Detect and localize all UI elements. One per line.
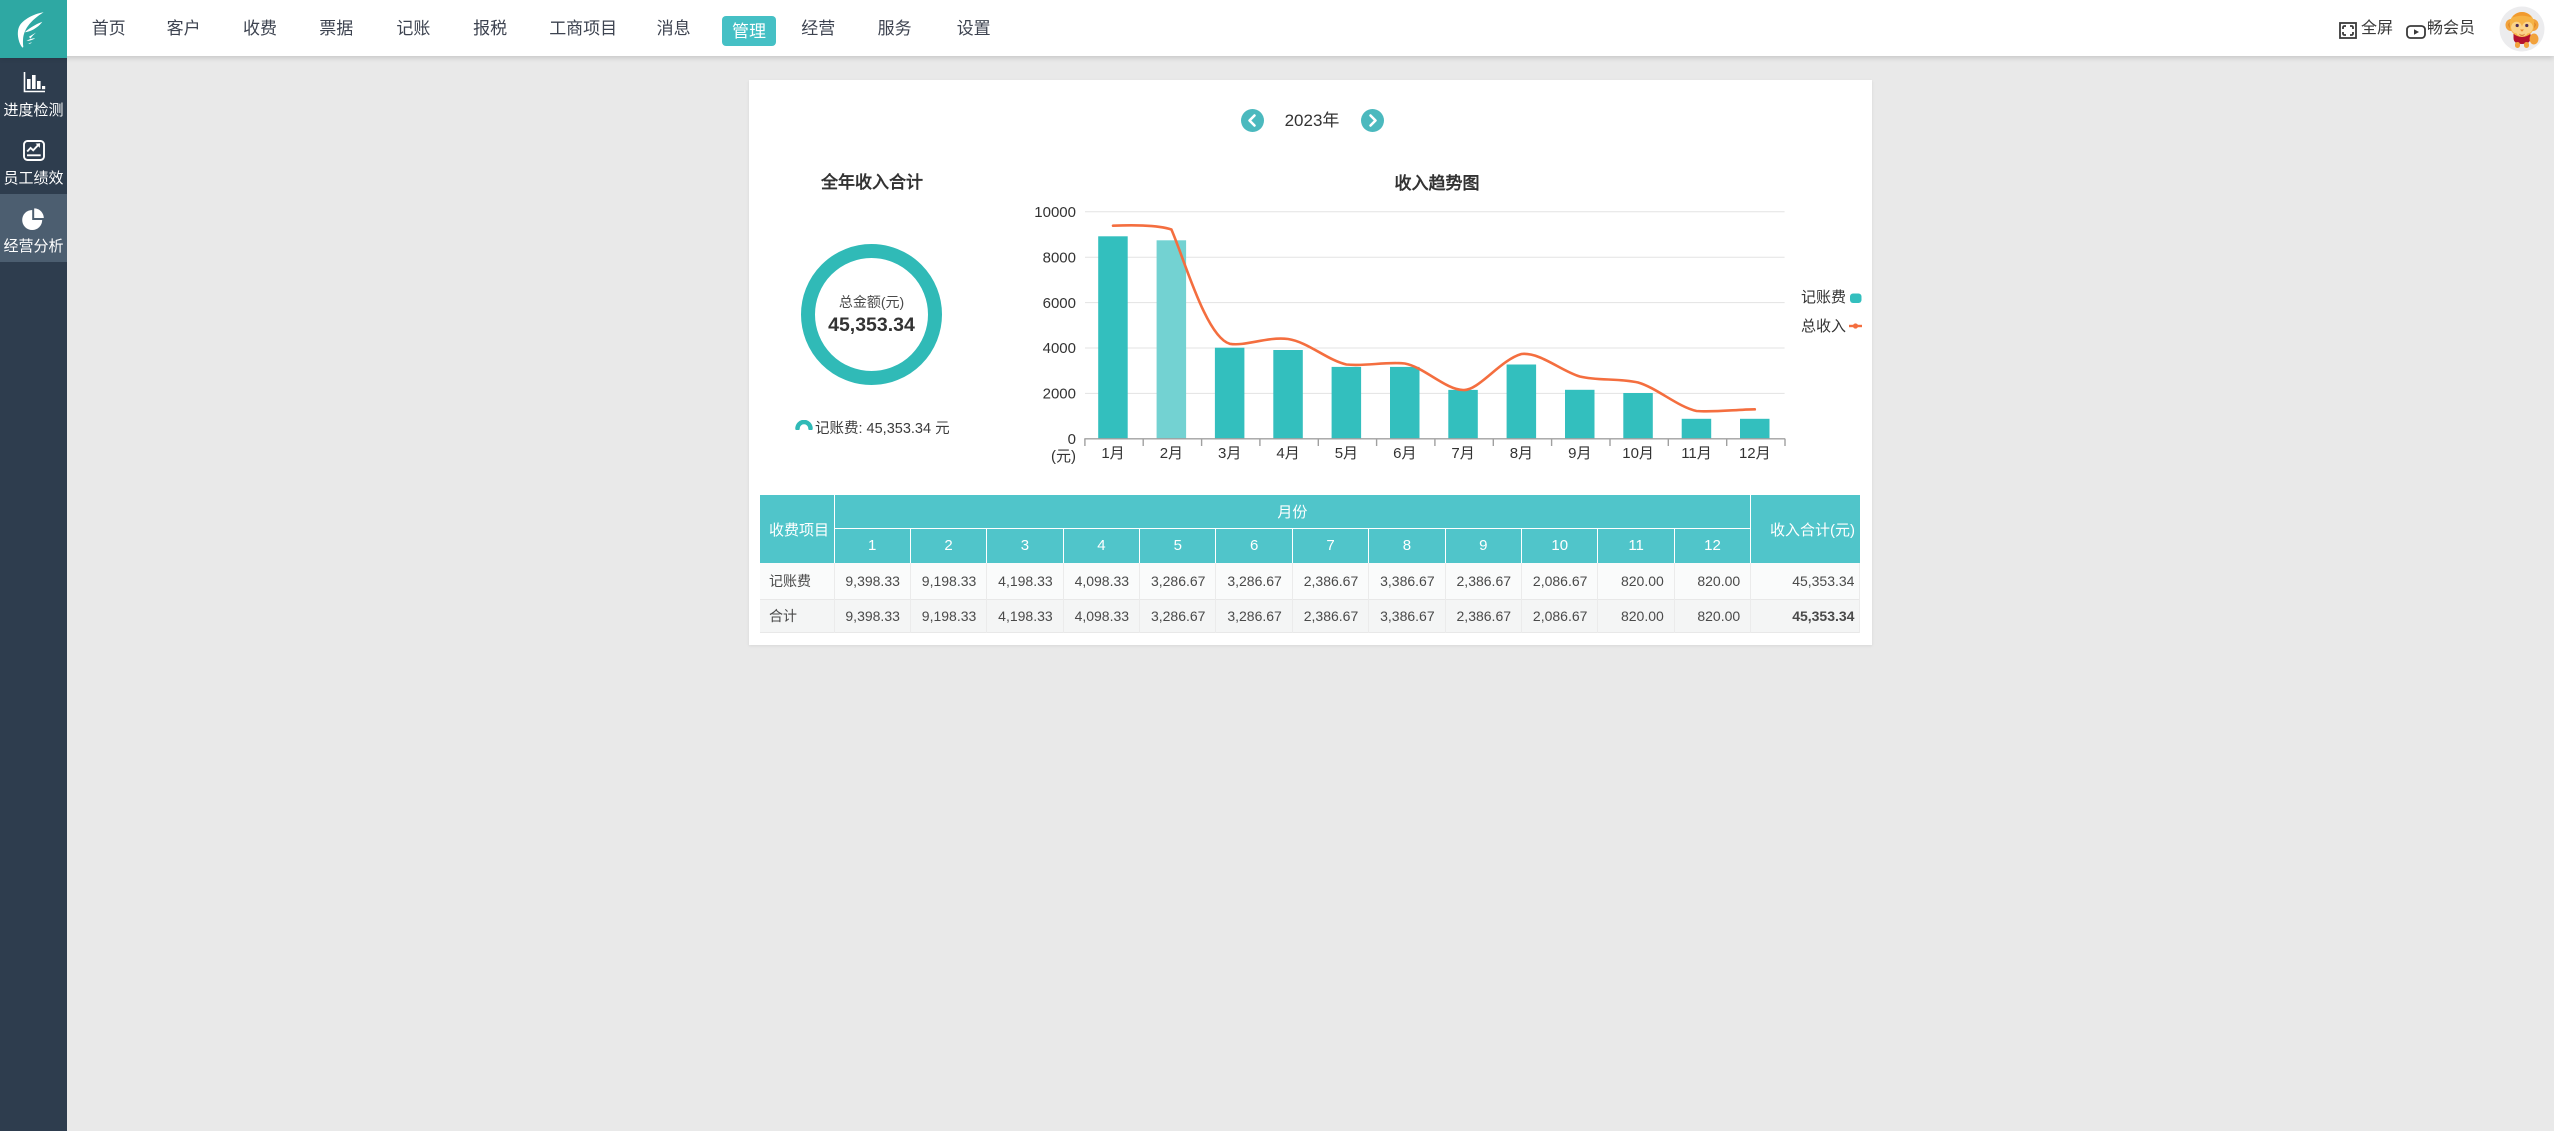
svg-text:6月: 6月 [1393, 445, 1416, 462]
svg-text:4000: 4000 [1043, 340, 1076, 357]
svg-text:2月: 2月 [1160, 445, 1183, 462]
svg-text:记账费: 记账费 [1801, 289, 1846, 306]
svg-text:12月: 12月 [1739, 445, 1771, 462]
svg-text:总收入: 总收入 [1801, 318, 1846, 335]
svg-text:8000: 8000 [1043, 249, 1076, 266]
svg-text:2000: 2000 [1043, 386, 1076, 403]
svg-text:1月: 1月 [1101, 445, 1124, 462]
svg-text:(元): (元) [1051, 448, 1076, 465]
svg-text:5月: 5月 [1335, 445, 1358, 462]
svg-text:10000: 10000 [1034, 204, 1076, 221]
svg-text:0: 0 [1068, 431, 1076, 448]
svg-text:4月: 4月 [1276, 445, 1299, 462]
svg-text:6000: 6000 [1043, 295, 1076, 312]
svg-text:7月: 7月 [1451, 445, 1474, 462]
svg-text:10月: 10月 [1622, 445, 1654, 462]
svg-text:8月: 8月 [1510, 445, 1533, 462]
svg-text:11月: 11月 [1681, 445, 1712, 462]
svg-text:9月: 9月 [1568, 445, 1591, 462]
svg-text:3月: 3月 [1218, 445, 1241, 462]
